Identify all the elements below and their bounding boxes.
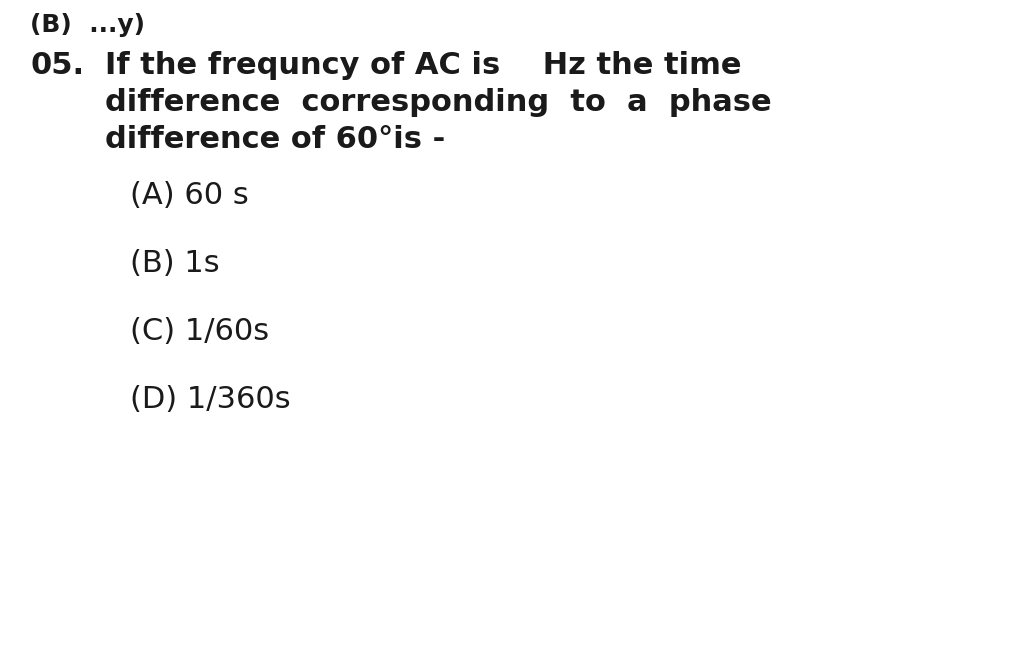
Text: (C) 1/60s: (C) 1/60s [130, 317, 269, 346]
Text: (D) 1/360s: (D) 1/360s [130, 385, 291, 414]
Text: If the frequncy of AC is    Hz the time: If the frequncy of AC is Hz the time [105, 51, 741, 80]
Text: (B) 1s: (B) 1s [130, 249, 219, 278]
Text: difference  corresponding  to  a  phase: difference corresponding to a phase [105, 88, 772, 117]
Text: difference of 60°is -: difference of 60°is - [105, 125, 445, 154]
Text: 05.: 05. [30, 51, 84, 80]
Text: (A) 60 s: (A) 60 s [130, 181, 249, 210]
Text: (B)  ...y): (B) ...y) [30, 13, 145, 37]
